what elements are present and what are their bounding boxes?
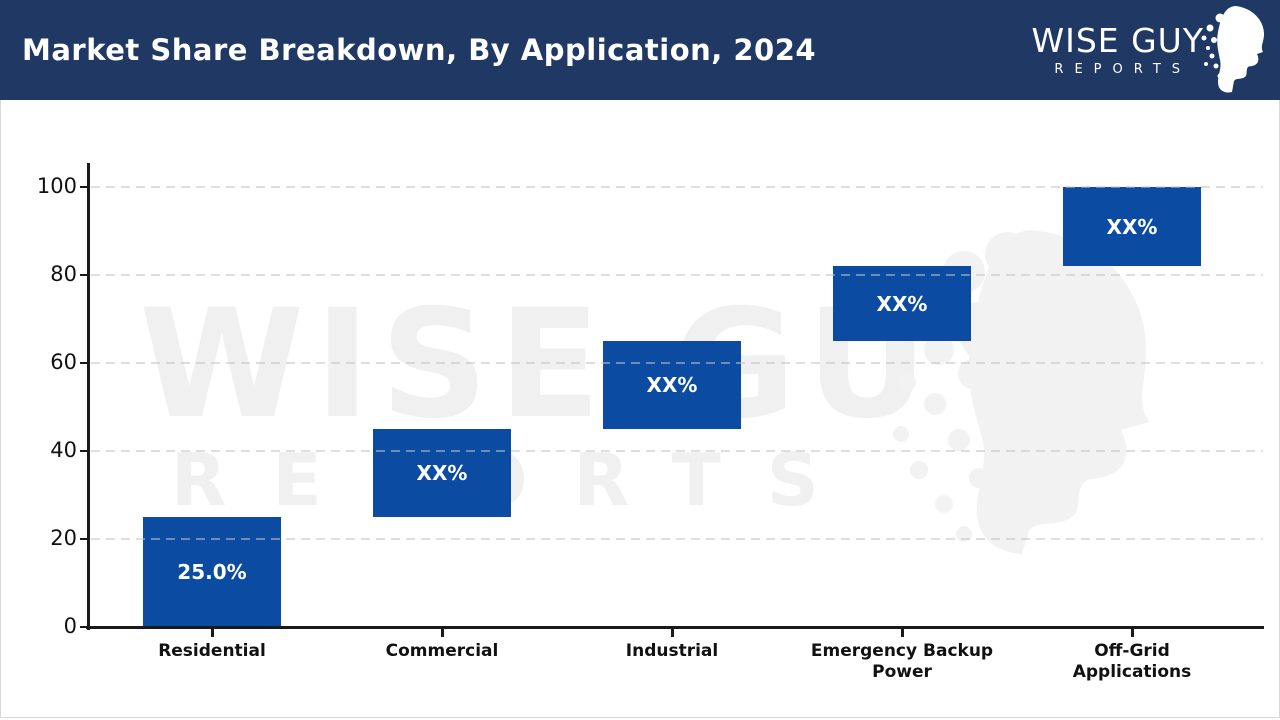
logo-wordmark: WISE GUY [1031,20,1204,60]
x-axis-tick [211,629,214,637]
bar-value-label: XX% [1106,214,1158,239]
bar: XX% [603,341,741,429]
gridline [91,274,1263,276]
logo-text: WISE GUY REPORTS [1031,24,1204,77]
x-axis-tick [901,629,904,637]
x-axis-category-line: Industrial [625,641,719,661]
logo-face-icon [1201,6,1264,93]
x-axis-category-line: Off-Grid [1094,641,1170,661]
gridline [91,538,1263,540]
gridline [91,362,1263,364]
y-axis-tick [80,626,87,628]
y-axis-tick [80,274,87,276]
bar: XX% [373,429,511,517]
gridline [91,186,1263,188]
x-axis-tick [671,629,674,637]
x-axis-tick [1131,629,1134,637]
y-axis-tick [80,450,87,452]
x-axis-category-label: Emergency Backup Power [797,641,1007,683]
chart-area: WISE GUY REPORTS 0 20 40 60 80 100 25.0% Reside… [0,100,1280,718]
y-axis-tick [80,538,87,540]
header: Market Share Breakdown, By Application, … [0,0,1280,100]
x-axis-category-line: Commercial [385,641,499,661]
y-axis-tick [80,362,87,364]
x-axis-category-label: Industrial [567,641,777,662]
x-axis-category-line: Power [872,662,932,682]
y-axis-label: 40 [50,438,77,462]
y-axis-label: 60 [50,350,77,374]
y-axis-label: 80 [50,262,77,286]
wiseguy-logo: WISE GUY REPORTS [1031,4,1268,96]
x-axis-category-label: Off-Grid Applications [1027,641,1237,683]
x-axis-category-label: Commercial [337,641,547,662]
bar-value-label: 25.0% [177,560,247,584]
logo-subtitle: REPORTS [1054,61,1192,77]
y-axis-label: 20 [50,526,77,550]
bar-value-label: XX% [646,373,698,397]
y-axis-line [87,163,90,630]
x-axis-category-label: Residential [107,641,317,662]
bar: XX% [1063,187,1201,267]
y-axis-tick [80,186,87,188]
y-axis-label: 0 [63,614,77,638]
bar-value-label: XX% [876,291,928,316]
gridline [91,450,1263,452]
bar-value-label: XX% [416,461,468,485]
x-axis-category-line: Applications [1072,662,1192,682]
chart-title: Market Share Breakdown, By Application, … [22,33,817,67]
x-axis-category-line: Residential [158,641,266,661]
x-axis-line [86,626,1264,629]
x-axis-tick [441,629,444,637]
bar: 25.0% [143,517,281,627]
bar: XX% [833,266,971,341]
x-axis-category-line: Emergency Backup [810,641,994,661]
y-axis-label: 100 [36,174,77,198]
